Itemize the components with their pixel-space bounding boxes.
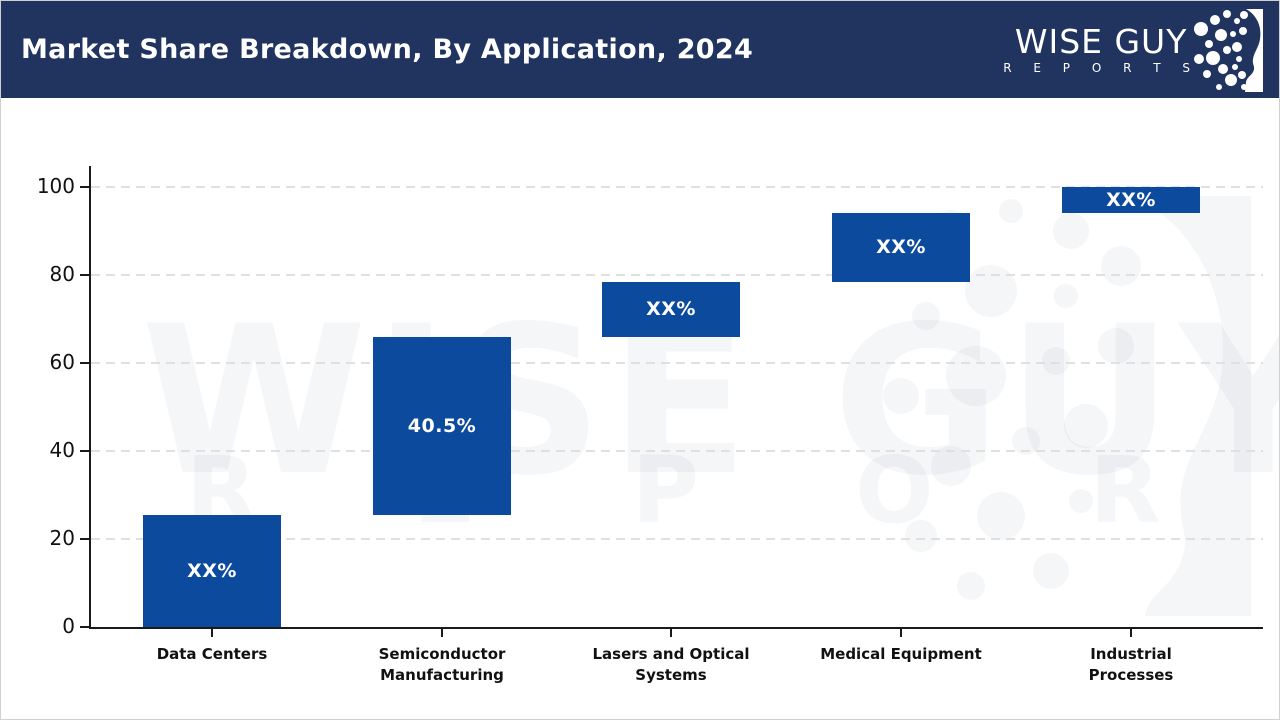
y-tick-mark-40: [80, 450, 89, 452]
x-category-label-data-centers: Data Centers: [156, 645, 268, 663]
x-tick-mark-industrial-processes: [1130, 629, 1132, 637]
dotted-face-icon: [1194, 8, 1263, 92]
x-category-label-semiconductor-manufacturing: Semiconductor Manufacturing: [378, 645, 506, 684]
gridline-40: [91, 450, 1263, 452]
bar-semiconductor-manufacturing: 40.5%: [373, 336, 511, 515]
gridline-60: [91, 362, 1263, 364]
bar-lasers-and-optical-systems: XX%: [602, 281, 740, 337]
y-tick-label-100: 100: [36, 174, 75, 198]
bar-value-label-data-centers: XX%: [187, 559, 237, 582]
bar-value-label-semiconductor-manufacturing: 40.5%: [407, 414, 477, 437]
gridline-80: [91, 274, 1263, 276]
x-category-label-medical-equipment: Medical Equipment: [820, 645, 982, 663]
x-tick-mark-semiconductor-manufacturing: [441, 629, 443, 637]
y-tick-mark-100: [80, 186, 89, 188]
wise-guy-reports-logo: WISE GUY R E P O R T S: [1003, 7, 1263, 93]
logo-wordmark: WISE GUY: [1014, 21, 1188, 61]
page-title: Market Share Breakdown, By Application, …: [21, 34, 754, 65]
bar-industrial-processes: XX%: [1062, 187, 1200, 214]
x-tick-mark-data-centers: [211, 629, 213, 637]
y-tick-mark-80: [80, 274, 89, 276]
bar-medical-equipment: XX%: [832, 213, 970, 282]
y-tick-mark-60: [80, 362, 89, 364]
header-band: Market Share Breakdown, By Application, …: [1, 1, 1279, 98]
x-category-label-industrial-processes: Industrial Processes: [1088, 645, 1174, 684]
x-tick-mark-lasers-and-optical-systems: [670, 629, 672, 637]
chart-plot-area: 0 20 40 60 80 100 XX% Data Centers 40.5% Semicond…: [1, 98, 1279, 719]
bar-value-label-lasers-and-optical-systems: XX%: [646, 298, 696, 321]
y-tick-label-60: 60: [49, 350, 75, 374]
gridline-100: [91, 186, 1263, 188]
y-tick-label-80: 80: [49, 262, 75, 286]
bar-value-label-medical-equipment: XX%: [876, 236, 926, 259]
y-axis-line: [89, 166, 91, 629]
y-tick-label-20: 20: [49, 526, 75, 550]
x-category-label-lasers-and-optical-systems: Lasers and Optical Systems: [592, 645, 750, 684]
y-tick-mark-0: [80, 626, 89, 628]
gridline-20: [91, 538, 1263, 540]
y-tick-label-40: 40: [49, 438, 75, 462]
bar-data-centers: XX%: [143, 514, 281, 627]
logo-text: WISE GUY R E P O R T S: [1003, 21, 1199, 75]
bar-value-label-industrial-processes: XX%: [1106, 189, 1156, 212]
x-tick-mark-medical-equipment: [900, 629, 902, 637]
x-axis-line: [89, 627, 1263, 629]
y-tick-label-0: 0: [62, 614, 75, 638]
y-tick-mark-20: [80, 538, 89, 540]
logo-subtitle: R E P O R T S: [1003, 60, 1199, 75]
